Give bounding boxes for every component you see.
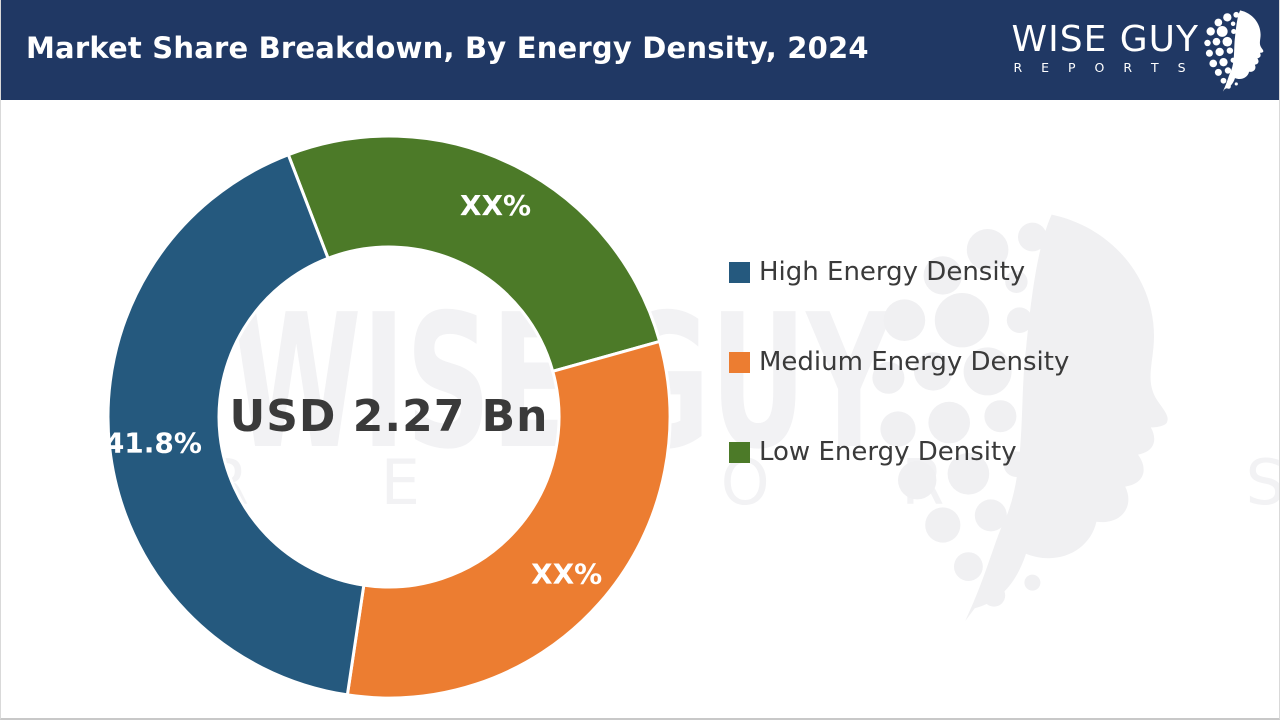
legend-swatch-low: [729, 441, 750, 463]
logo-subtext: R E P O R T S: [1013, 59, 1194, 75]
donut-center-value: USD 2.27 Bn: [229, 391, 549, 442]
slice-percent-label-low: XX%: [460, 189, 531, 222]
legend-label: High Energy Density: [759, 257, 1026, 287]
donut-slice-high: [106, 152, 366, 697]
legend-label: Medium Energy Density: [759, 347, 1070, 377]
legend-swatch-medium: [729, 351, 750, 373]
logo-text: WISE GUY R E P O R T S: [1011, 18, 1200, 75]
legend-item-high-energy-density: High Energy Density: [729, 254, 1025, 290]
legend-label: Low Energy Density: [759, 437, 1017, 467]
chart-title: Market Share Breakdown, By Energy Densit…: [26, 31, 869, 65]
logo-wordmark: WISE GUY: [1011, 18, 1199, 60]
legend-item-medium-energy-density: Medium Energy Density: [729, 344, 1069, 380]
wise-guy-logo: WISE GUY R E P O R T S: [1012, 0, 1268, 100]
donut-slice-low: [286, 134, 662, 374]
header-bar: Market Share Breakdown, By Energy Densit…: [1, 0, 1279, 100]
legend-item-low-energy-density: Low Energy Density: [729, 434, 1017, 470]
slice-percent-label-medium: XX%: [531, 557, 602, 590]
legend-swatch-high: [729, 261, 750, 283]
slice-percent-label-high: 41.8%: [105, 426, 202, 459]
donut-slice-medium: [345, 339, 672, 700]
